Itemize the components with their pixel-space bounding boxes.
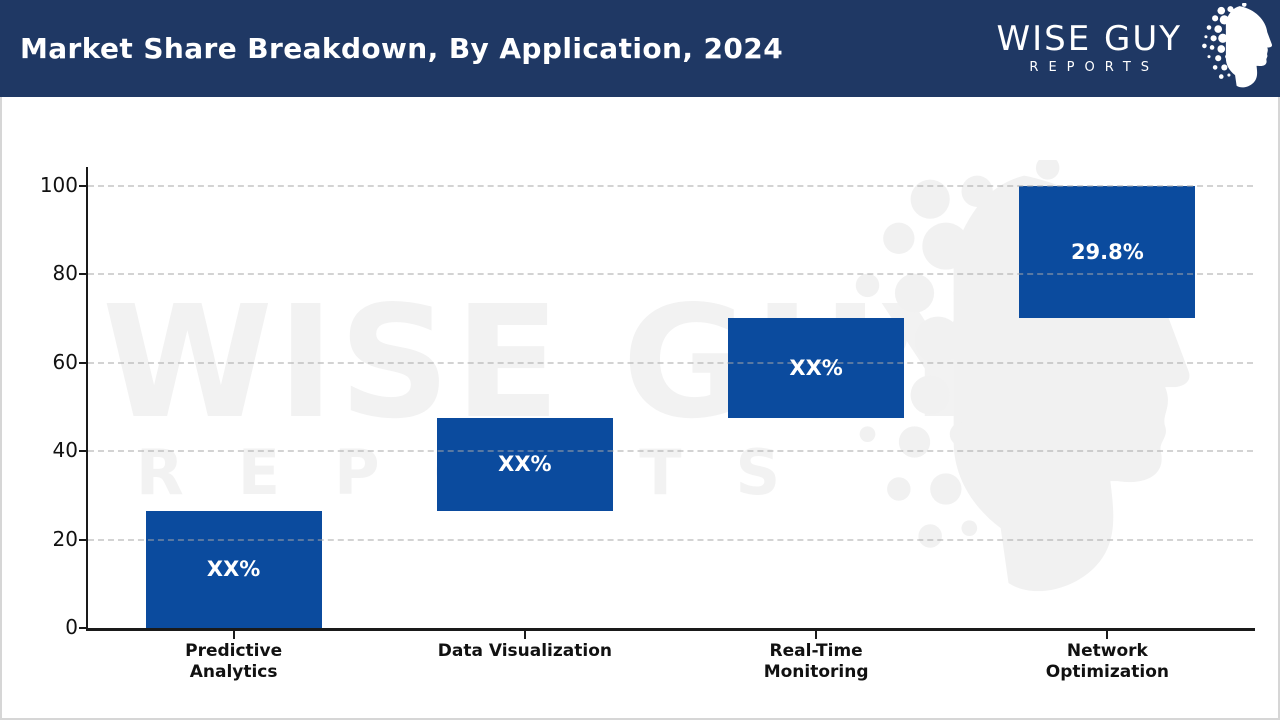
ytick-mark-40 <box>79 450 88 453</box>
xtick-mark-real-time-monitoring <box>815 631 818 639</box>
xtick-mark-network-optimization <box>1106 631 1109 639</box>
ytick-mark-100 <box>79 185 88 187</box>
ytick-mark-20 <box>79 538 88 541</box>
gridline-20 <box>88 538 1253 541</box>
page-title: Market Share Breakdown, By Application, … <box>20 32 784 65</box>
header-bar: Market Share Breakdown, By Application, … <box>0 0 1280 97</box>
xtick-mark-data-visualization <box>523 631 526 639</box>
logo-wiseguy-label: WISE GUY <box>996 19 1182 59</box>
bar-value-label-data-visualization: XX% <box>498 452 552 477</box>
category-label-network-optimization: Network Optimization <box>1045 641 1169 683</box>
bar-real-time-monitoring <box>728 317 905 419</box>
gridline-100 <box>88 185 1253 187</box>
bar-predictive-analytics <box>145 510 322 628</box>
gridline-60 <box>88 361 1253 364</box>
bar-value-label-predictive-analytics: XX% <box>206 557 261 582</box>
logo-text: WISE GUY REPORTS <box>996 22 1182 75</box>
ytick-label-80: 80 <box>52 261 78 286</box>
ytick-label-60: 60 <box>52 349 78 374</box>
bar-data-visualization <box>436 418 613 511</box>
bar-value-label-real-time-monitoring: XX% <box>789 355 843 380</box>
logo-face-dots-icon <box>1202 2 1273 87</box>
ytick-label-0: 0 <box>65 615 78 639</box>
bar-value-label-network-optimization: 29.8% <box>1070 239 1144 264</box>
gridline-40 <box>88 450 1253 453</box>
logo-reports-label: REPORTS <box>1029 60 1160 75</box>
category-label-real-time-monitoring: Real-Time Monitoring <box>763 641 869 683</box>
gridline-80 <box>88 273 1253 276</box>
ytick-label-20: 20 <box>52 526 78 551</box>
ytick-mark-80 <box>79 273 88 276</box>
xtick-mark-predictive-analytics <box>232 631 235 639</box>
ytick-label-100: 100 <box>39 173 78 197</box>
category-label-predictive-analytics: Predictive Analytics <box>185 641 283 683</box>
y-axis-line <box>86 167 88 630</box>
category-label-data-visualization: Data Visualization <box>437 641 612 661</box>
ytick-mark-60 <box>79 361 88 364</box>
x-axis-line <box>86 628 1255 631</box>
ytick-mark-0 <box>79 627 88 629</box>
wise-guy-logo: WISE GUY REPORTS <box>996 2 1278 95</box>
ytick-label-40: 40 <box>52 438 78 463</box>
